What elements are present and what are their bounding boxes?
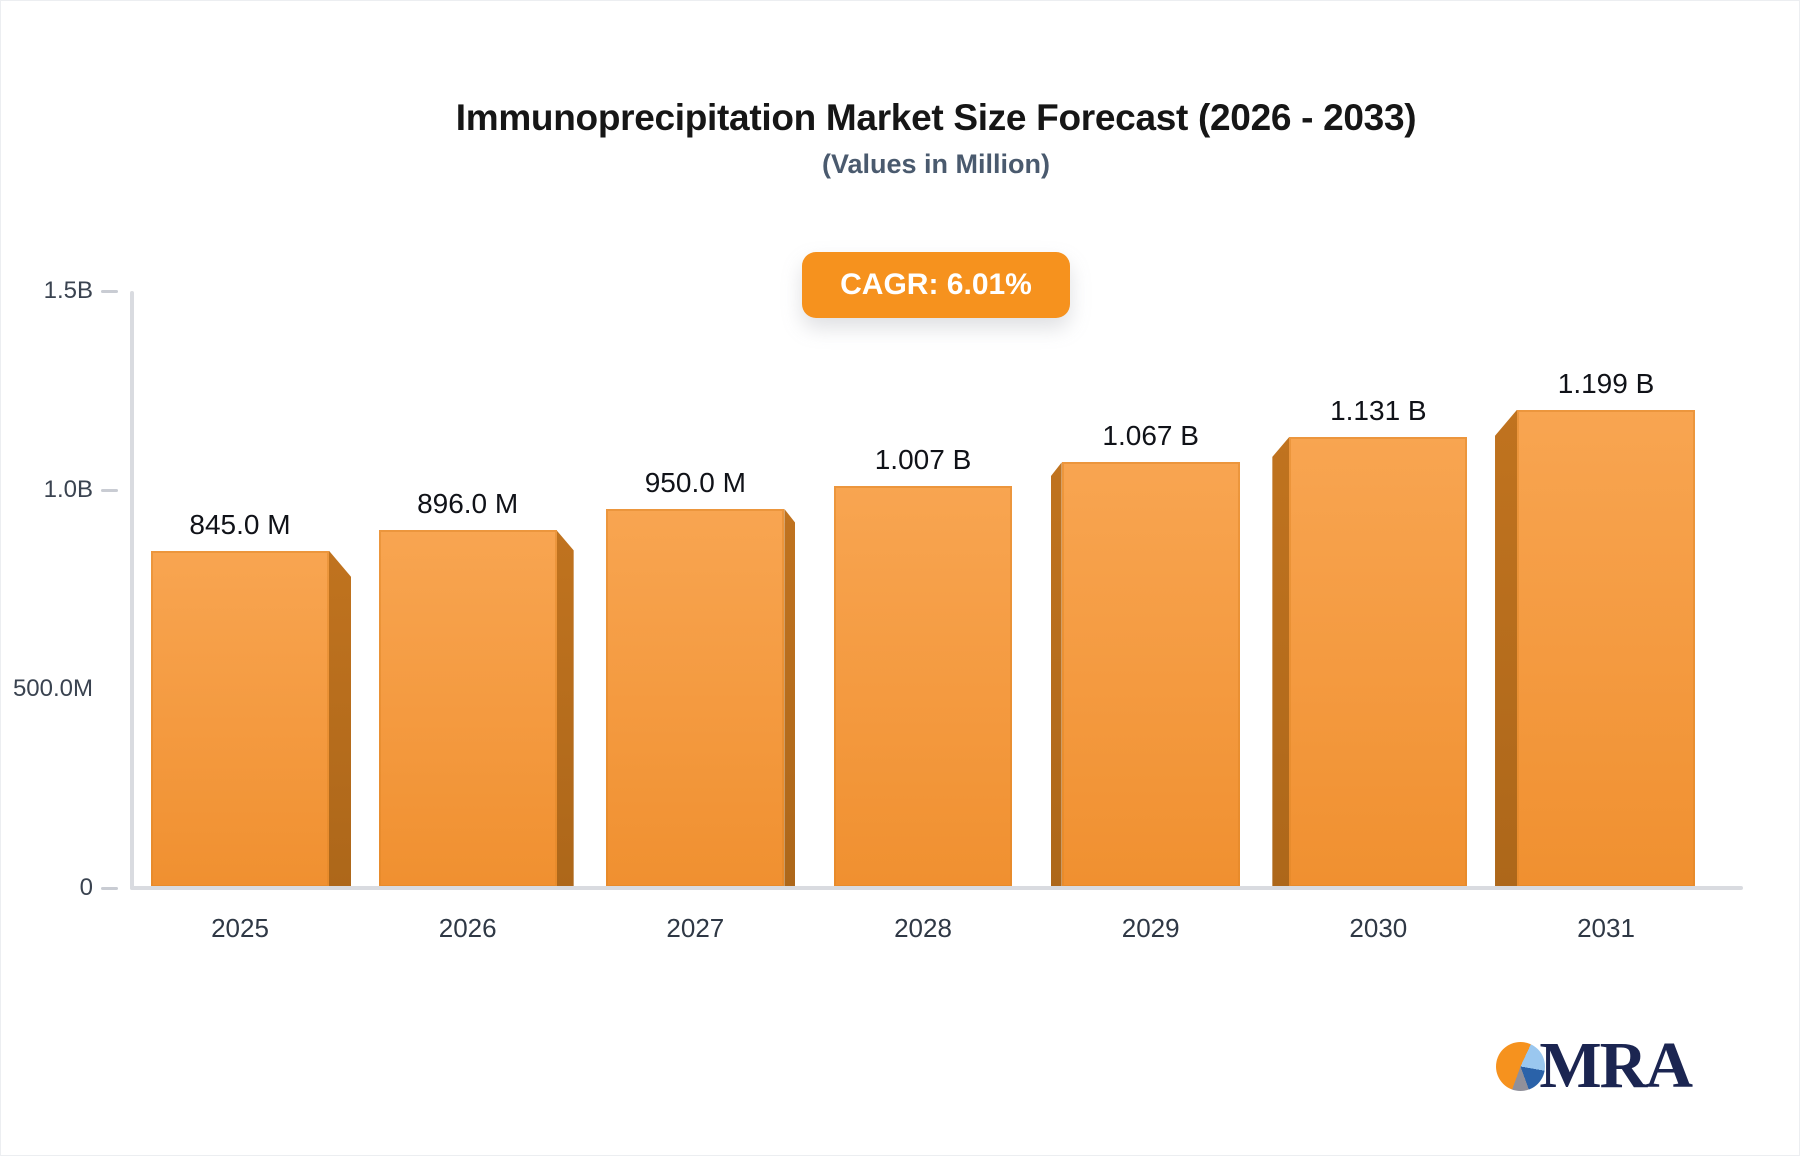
bar-value-label-2027: 950.0 M — [644, 466, 746, 498]
logo-text: MRA — [1539, 1029, 1693, 1102]
bar-side-2025 — [329, 550, 351, 887]
company-logo: MRA — [1496, 1029, 1693, 1102]
x-axis-label-2030: 2030 — [1349, 913, 1408, 943]
bar-side-2026 — [556, 530, 574, 887]
x-axis-label-2029: 2029 — [1121, 913, 1180, 943]
x-axis-label-2027: 2027 — [666, 913, 725, 943]
bar-2031[interactable] — [1517, 409, 1696, 887]
bar-value-label-2025: 845.0 M — [189, 508, 291, 540]
y-axis-label-0: 1.5B — [43, 277, 93, 304]
bar-value-label-2029: 1.067 B — [1102, 420, 1199, 452]
bar-2025[interactable] — [151, 550, 329, 887]
y-axis-label-2: 500.0M — [12, 675, 93, 702]
y-axis-tick-1 — [101, 489, 118, 492]
cagr-badge: CAGR: 6.01% — [802, 252, 1070, 318]
bar-2028[interactable] — [834, 486, 1012, 887]
y-axis-tick-0 — [101, 290, 118, 293]
bar-value-label-2028: 1.007 B — [874, 444, 972, 476]
y-axis-line — [130, 291, 134, 890]
x-axis-line — [130, 886, 1743, 890]
chart-title: Immunoprecipitation Market Size Forecast… — [455, 97, 1417, 138]
x-axis-label-2031: 2031 — [1577, 913, 1635, 943]
x-axis-label-2026: 2026 — [438, 913, 497, 943]
bar-side-2029 — [1050, 462, 1062, 887]
bar-2026[interactable] — [378, 530, 557, 887]
x-axis-label-2028: 2028 — [894, 913, 952, 943]
bar-2027[interactable] — [606, 508, 785, 887]
bar-value-label-2031: 1.199 B — [1557, 367, 1655, 399]
cagr-badge-wrap: CAGR: 6.01% — [130, 252, 1742, 318]
chart-subtitle: (Values in Million) — [821, 149, 1051, 179]
y-axis-label-3: 0 — [79, 874, 93, 901]
bar-2030[interactable] — [1289, 436, 1468, 887]
bar-side-2031 — [1495, 409, 1518, 887]
bar-value-label-2030: 1.131 B — [1330, 394, 1427, 426]
pie-chart-logo-icon — [1496, 1041, 1546, 1091]
bar-side-2027 — [784, 508, 796, 887]
y-axis-label-1: 1.0B — [43, 476, 93, 503]
bar-side-2030 — [1272, 436, 1290, 887]
bar-2029[interactable] — [1061, 462, 1240, 887]
x-axis-label-2025: 2025 — [211, 913, 269, 943]
bar-value-label-2026: 896.0 M — [417, 488, 519, 520]
y-axis-tick-3 — [101, 887, 118, 890]
